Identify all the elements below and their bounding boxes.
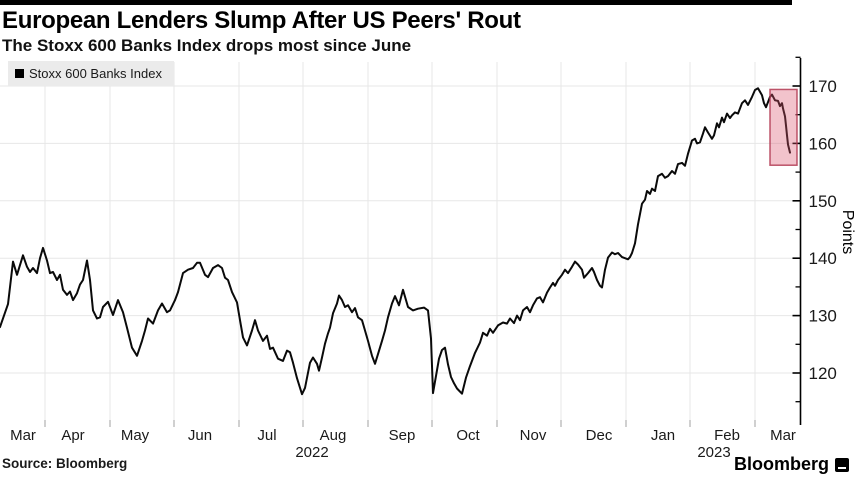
page-subtitle: The Stoxx 600 Banks Index drops most sin… (2, 36, 412, 55)
y-axis-tick-label: 140 (809, 249, 837, 268)
x-axis-month-label: Mar (10, 427, 36, 444)
y-axis-title: Points (839, 210, 856, 254)
legend-swatch-icon (15, 69, 24, 78)
x-axis-month-label: Jul (257, 427, 276, 444)
y-axis-tick-label: 160 (809, 134, 837, 153)
series-line (0, 87, 791, 396)
x-axis-month-label: Oct (456, 427, 480, 444)
x-axis-month-label: Nov (520, 427, 547, 444)
highlight-box (769, 88, 798, 166)
x-axis-month-label: Sep (389, 427, 416, 444)
x-axis-month-label: Dec (586, 427, 613, 444)
x-axis-month-label: Jun (188, 427, 212, 444)
x-axis-month-label: Aug (320, 427, 347, 444)
x-axis-month-label: Jan (651, 427, 675, 444)
legend: Stoxx 600 Banks Index (8, 61, 174, 86)
x-axis-month-label: May (121, 427, 150, 444)
x-axis-month-label: Feb (714, 427, 740, 444)
y-axis-tick-label: 130 (809, 307, 837, 326)
brand-name: Bloomberg (733, 454, 829, 474)
top-rule (0, 0, 792, 5)
brand-logo: Bloomberg (734, 454, 849, 475)
y-axis-tick-label: 120 (809, 364, 837, 383)
source-note: Source: Bloomberg (2, 456, 128, 471)
x-axis-year-label: 2023 (697, 444, 730, 461)
bloomberg-terminal-icon (835, 457, 849, 472)
legend-label: Stoxx 600 Banks Index (29, 66, 162, 81)
y-axis-tick-label: 170 (809, 77, 837, 96)
x-axis-month-label: Mar (770, 427, 796, 444)
y-axis-tick-label: 150 (809, 192, 837, 211)
page-title: European Lenders Slump After US Peers' R… (2, 7, 521, 34)
x-axis-month-label: Apr (61, 427, 84, 444)
x-axis-year-label: 2022 (295, 444, 328, 461)
